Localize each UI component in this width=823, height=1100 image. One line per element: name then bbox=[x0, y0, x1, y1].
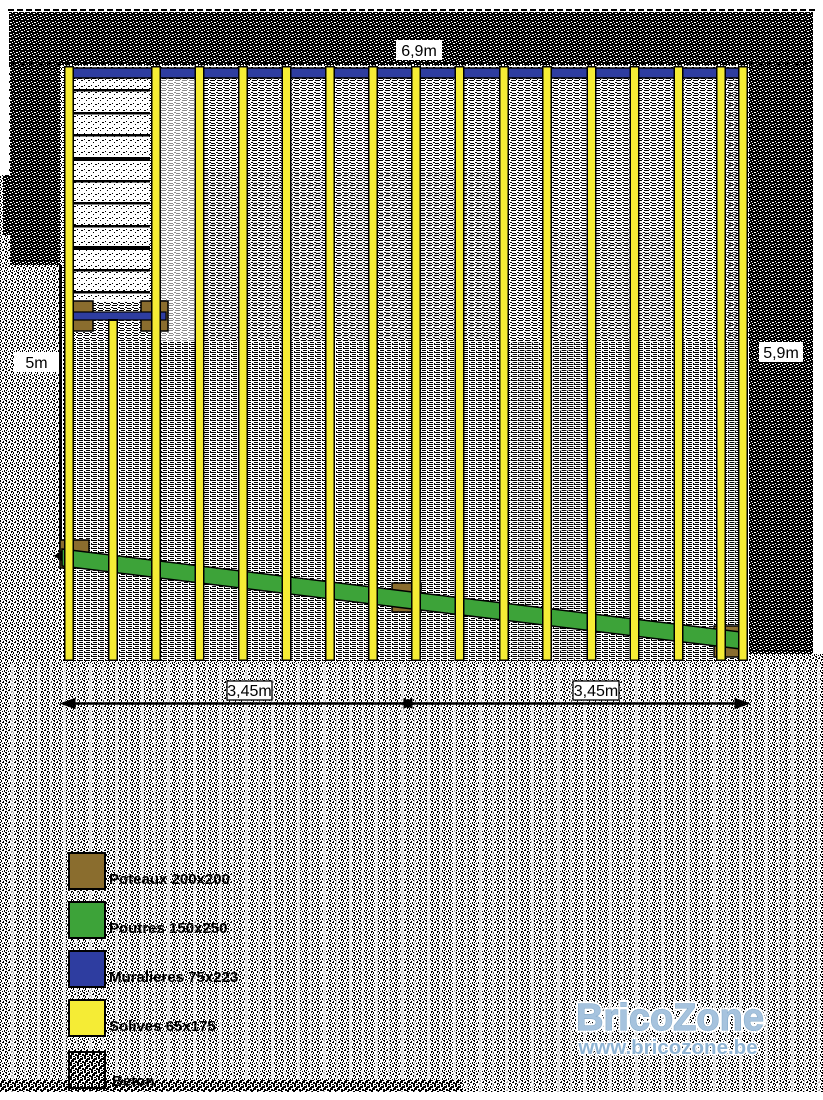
svg-text:3,45m: 3,45m bbox=[227, 683, 271, 700]
svg-text:Beton: Beton bbox=[112, 1073, 155, 1090]
svg-text:3,45m: 3,45m bbox=[574, 683, 618, 700]
svg-text:6,9m: 6,9m bbox=[401, 43, 437, 60]
svg-text:5m: 5m bbox=[25, 355, 47, 372]
svg-text:Poteaux 200x200: Poteaux 200x200 bbox=[109, 871, 230, 888]
svg-text:Muralieres 75x223: Muralieres 75x223 bbox=[109, 969, 238, 986]
svg-text:BricoZone: BricoZone bbox=[576, 997, 764, 1039]
svg-text:www.bricozone.be: www.bricozone.be bbox=[577, 1036, 757, 1059]
svg-text:5,9m: 5,9m bbox=[763, 345, 799, 362]
svg-text:Poutres 150x250: Poutres 150x250 bbox=[109, 920, 227, 937]
svg-text:BricoZone: BricoZone bbox=[576, 997, 764, 1039]
svg-text:www.bricozone.be: www.bricozone.be bbox=[577, 1036, 757, 1059]
svg-text:Solives 65x175: Solives 65x175 bbox=[109, 1018, 216, 1035]
